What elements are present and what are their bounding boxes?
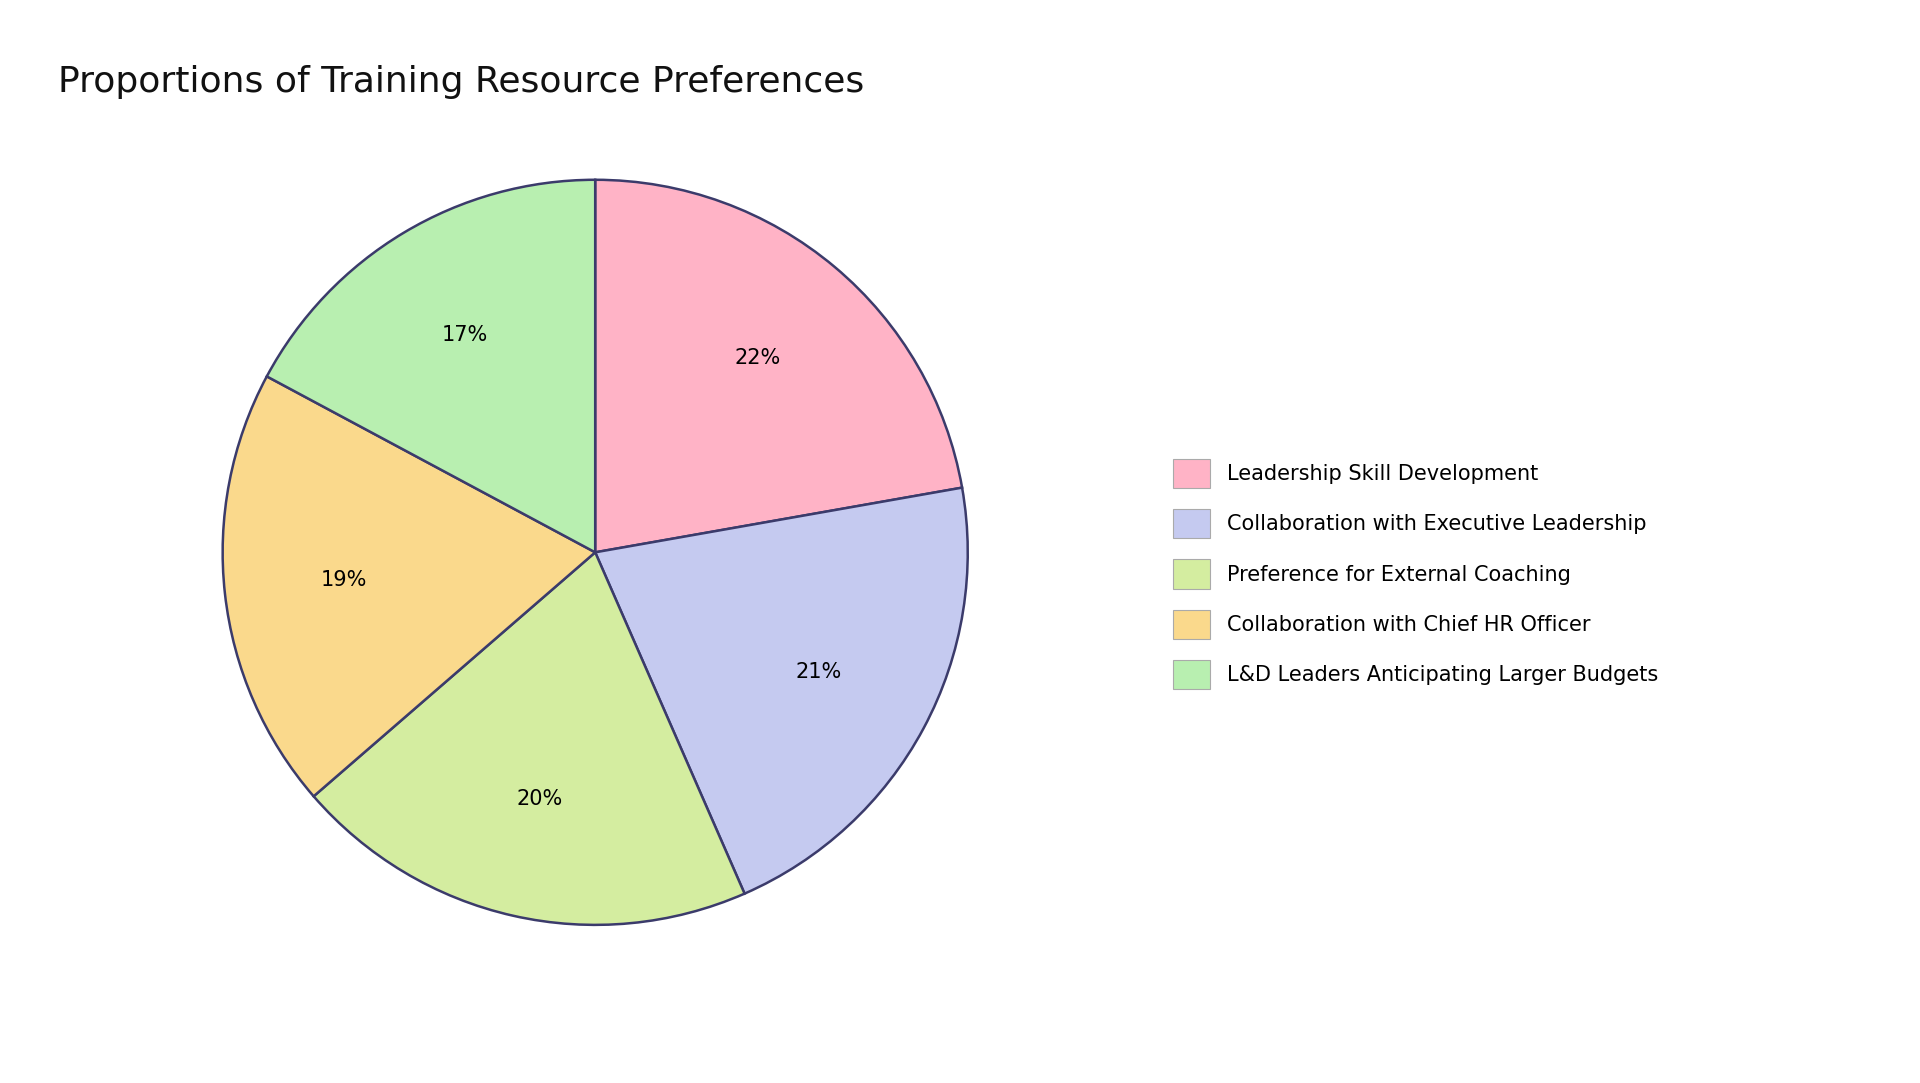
Text: Proportions of Training Resource Preferences: Proportions of Training Resource Prefere… <box>58 65 864 99</box>
Wedge shape <box>595 487 968 893</box>
Text: 17%: 17% <box>442 325 488 345</box>
Text: 21%: 21% <box>795 662 841 682</box>
Wedge shape <box>595 180 962 552</box>
Wedge shape <box>223 377 595 796</box>
Text: 20%: 20% <box>516 790 563 809</box>
Text: 19%: 19% <box>321 571 367 590</box>
Legend: Leadership Skill Development, Collaboration with Executive Leadership, Preferenc: Leadership Skill Development, Collaborat… <box>1162 448 1668 700</box>
Text: 22%: 22% <box>735 349 781 368</box>
Wedge shape <box>313 552 745 925</box>
Wedge shape <box>267 180 595 552</box>
